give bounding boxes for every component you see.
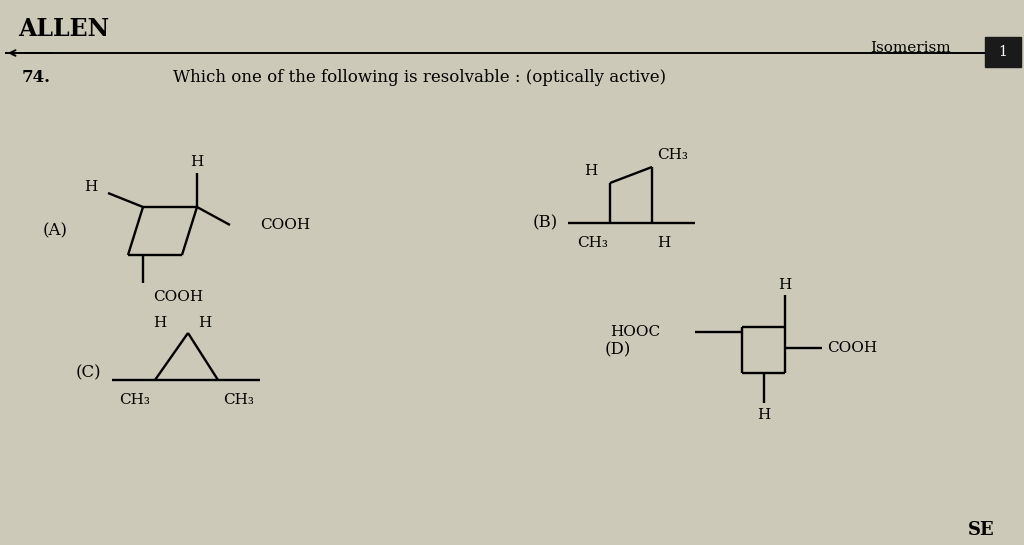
Text: Which one of the following is resolvable : (optically active): Which one of the following is resolvable…	[173, 69, 667, 86]
Text: COOH: COOH	[260, 218, 310, 232]
Text: SE: SE	[969, 521, 995, 539]
Text: (A): (A)	[43, 222, 68, 239]
Text: H: H	[153, 316, 166, 330]
Text: COOH: COOH	[153, 290, 203, 304]
Text: H: H	[758, 408, 771, 422]
Text: H: H	[84, 180, 97, 194]
Text: CH₃: CH₃	[578, 236, 608, 250]
Text: CH₃: CH₃	[119, 393, 150, 407]
Text: H: H	[198, 316, 211, 330]
Text: H: H	[190, 155, 204, 169]
Text: CH₃: CH₃	[657, 148, 688, 162]
Text: H: H	[657, 236, 671, 250]
Text: 1: 1	[998, 45, 1008, 59]
FancyBboxPatch shape	[985, 37, 1021, 67]
Text: Isomerism: Isomerism	[870, 41, 950, 55]
Text: CH₃: CH₃	[223, 393, 254, 407]
Text: HOOC: HOOC	[610, 325, 660, 339]
Text: COOH: COOH	[827, 341, 878, 355]
Text: ALLEN: ALLEN	[18, 17, 110, 41]
Text: 74.: 74.	[22, 69, 51, 86]
Text: (B): (B)	[532, 215, 558, 232]
Text: (C): (C)	[75, 365, 100, 382]
Text: H: H	[778, 278, 792, 292]
Text: H: H	[584, 164, 597, 178]
Text: (D): (D)	[605, 342, 631, 359]
